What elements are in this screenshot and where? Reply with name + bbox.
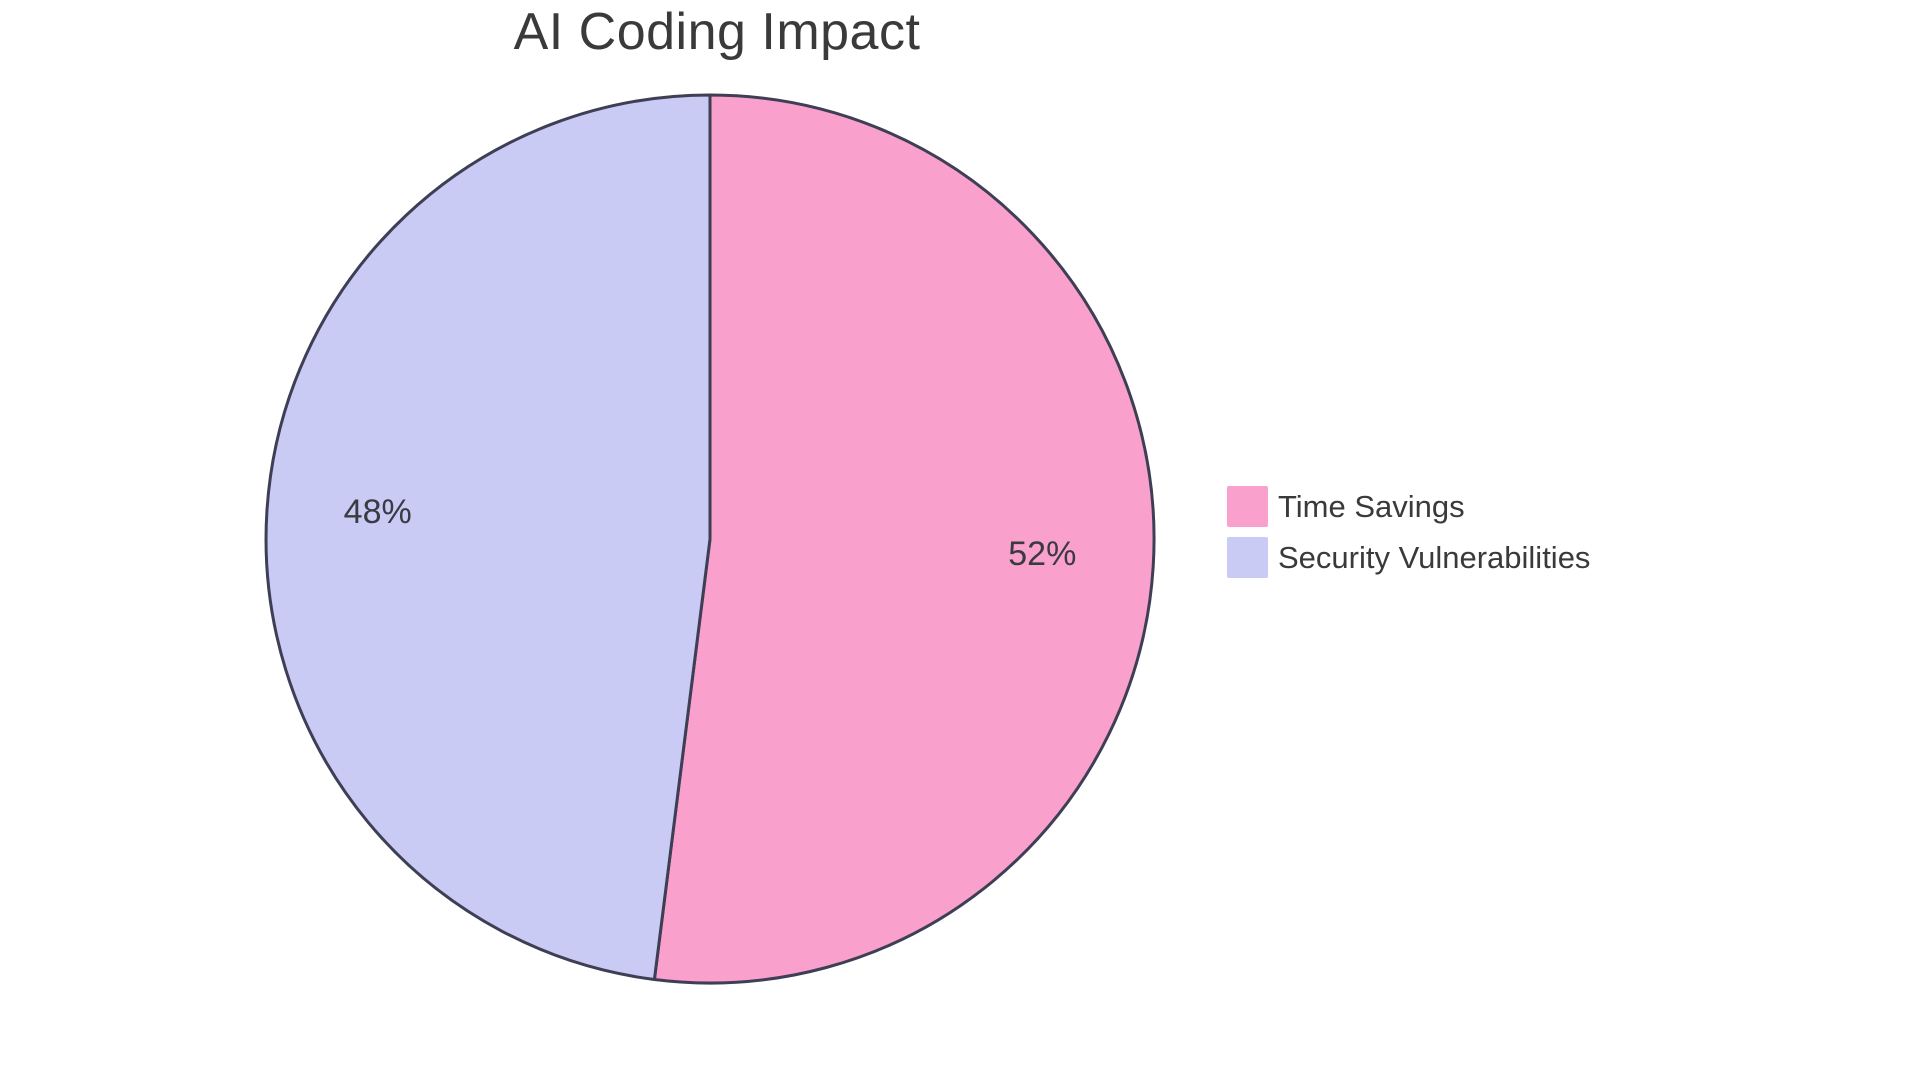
legend-swatch-time-savings bbox=[1227, 486, 1268, 527]
legend-item-security-vulnerabilities: Security Vulnerabilities bbox=[1227, 537, 1590, 578]
legend-label-security-vulnerabilities: Security Vulnerabilities bbox=[1278, 540, 1591, 575]
legend-item-time-savings: Time Savings bbox=[1227, 486, 1590, 527]
slice-percent-label-security-vulnerabilities: 48% bbox=[344, 493, 412, 531]
legend-swatch-security-vulnerabilities bbox=[1227, 537, 1268, 578]
pie-slice-time-savings bbox=[652, 93, 1156, 985]
slice-percent-label-time-savings: 52% bbox=[1008, 535, 1076, 573]
pie-slice-security-vulnerabilities bbox=[264, 93, 712, 981]
legend-label-time-savings: Time Savings bbox=[1278, 489, 1465, 524]
legend: Time Savings Security Vulnerabilities bbox=[1227, 486, 1590, 578]
chart-title: AI Coding Impact bbox=[513, 3, 921, 61]
